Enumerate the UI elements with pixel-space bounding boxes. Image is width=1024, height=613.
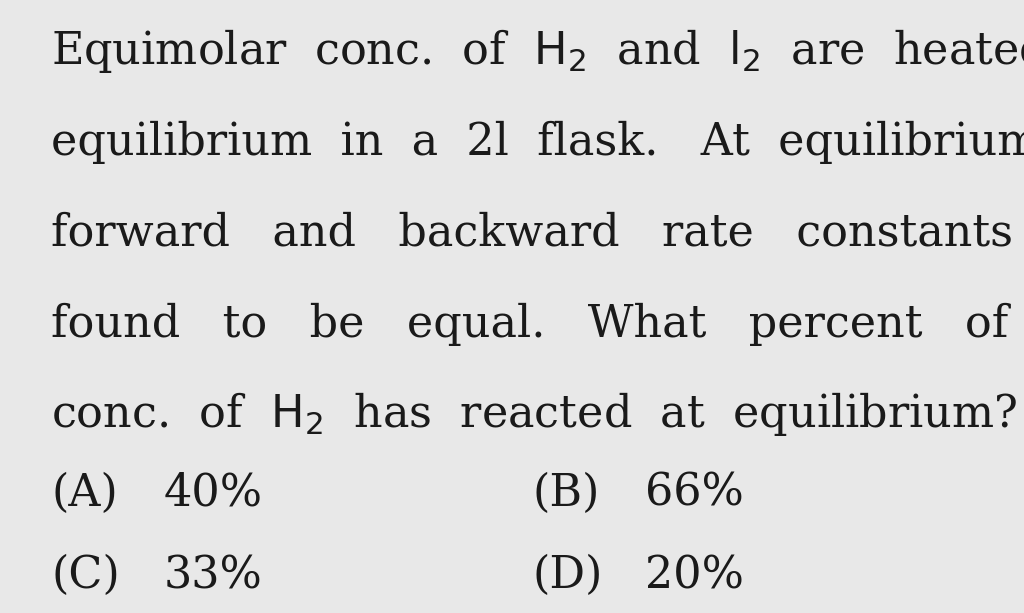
Text: conc.  of  $\mathrm{H_2}$  has  reacted  at  equilibrium?: conc. of $\mathrm{H_2}$ has reacted at e… bbox=[51, 390, 1018, 438]
Text: (C): (C) bbox=[51, 554, 120, 598]
Text: (D): (D) bbox=[532, 554, 603, 598]
Text: Equimolar  conc.  of  $\mathrm{H_2}$  and  $\mathrm{l_2}$  are  heated  to: Equimolar conc. of $\mathrm{H_2}$ and $\… bbox=[51, 28, 1024, 75]
Text: 33%: 33% bbox=[164, 554, 263, 598]
Text: (A): (A) bbox=[51, 471, 118, 515]
Text: 40%: 40% bbox=[164, 471, 263, 515]
Text: forward   and   backward   rate   constants   are: forward and backward rate constants are bbox=[51, 211, 1024, 255]
Text: equilibrium  in  a  2l  flask.   At  equilibrium  the: equilibrium in a 2l flask. At equilibriu… bbox=[51, 121, 1024, 164]
Text: 66%: 66% bbox=[645, 471, 744, 515]
Text: 20%: 20% bbox=[645, 554, 744, 598]
Text: (B): (B) bbox=[532, 471, 600, 515]
Text: found   to   be   equal.   What   percent   of   initial: found to be equal. What percent of initi… bbox=[51, 302, 1024, 346]
